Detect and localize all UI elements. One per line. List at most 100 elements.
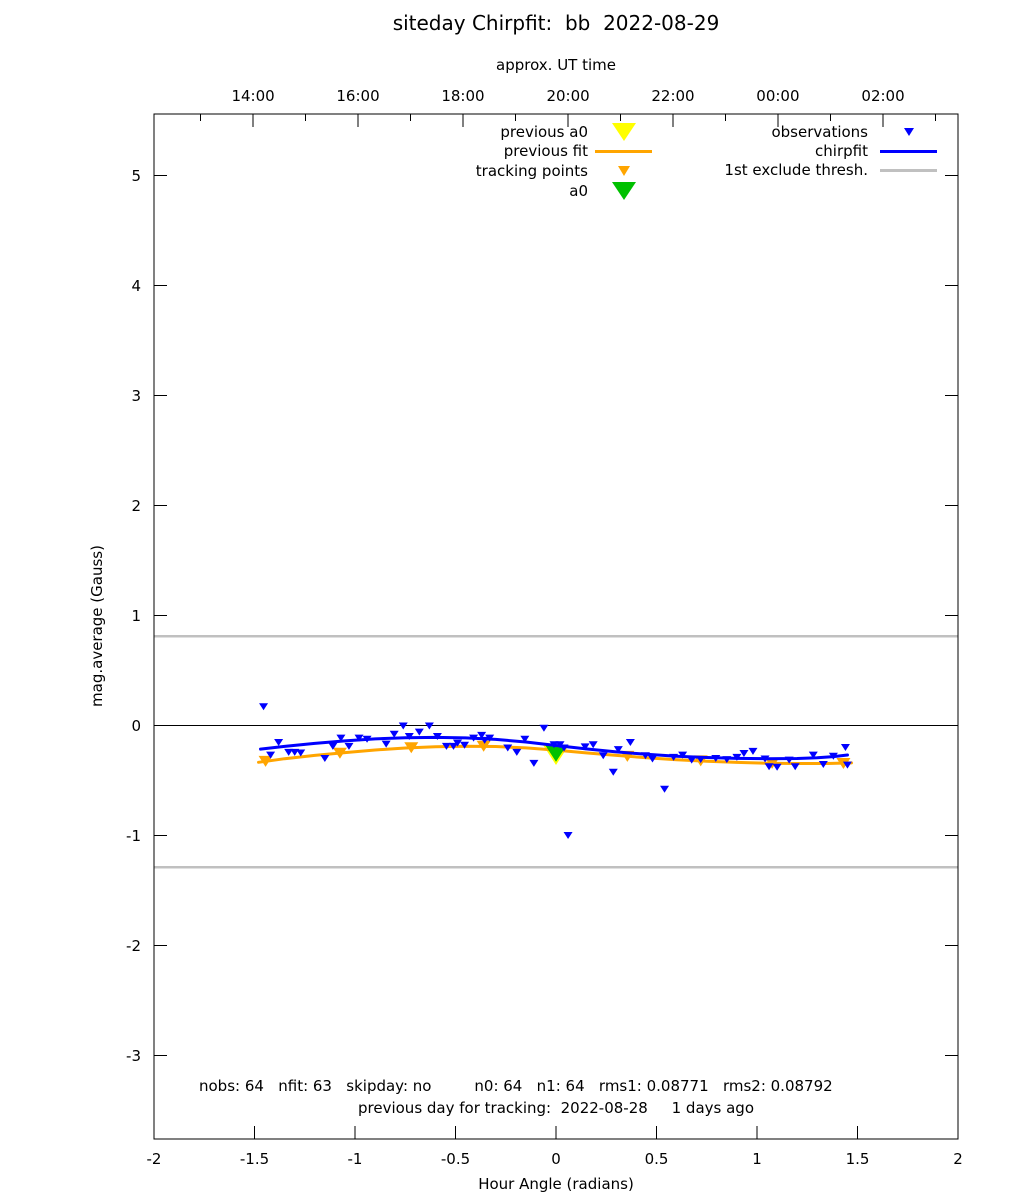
- tracking-point-marker: [258, 755, 273, 767]
- observation-point: [480, 736, 490, 744]
- x2-tick-label: 20:00: [546, 87, 589, 105]
- stats-line-2: previous day for tracking: 2022-08-28 1 …: [358, 1099, 754, 1117]
- observation-point: [274, 739, 284, 747]
- a0-legend-marker: [593, 181, 654, 201]
- x2-tick-label: 14:00: [231, 87, 274, 105]
- observation-point: [808, 751, 818, 759]
- observation-point: [344, 742, 354, 750]
- y-tick-label: -1: [126, 827, 141, 845]
- observation-point: [748, 747, 758, 755]
- observation-point: [404, 732, 414, 740]
- observation-point: [696, 756, 706, 764]
- observation-point: [732, 753, 742, 761]
- observation-point: [448, 742, 458, 750]
- observation-point: [722, 756, 732, 764]
- observation-point: [477, 731, 487, 739]
- observation-point: [840, 743, 850, 751]
- legend-label-previous-a0: previous a0: [500, 123, 588, 141]
- observation-point: [687, 756, 697, 764]
- x2-tick-label: 22:00: [651, 87, 694, 105]
- y-tick-label: 4: [131, 277, 141, 295]
- observation-point: [647, 755, 657, 763]
- x2-tick-label: 18:00: [441, 87, 484, 105]
- observation-point: [381, 740, 391, 748]
- observation-point: [529, 759, 539, 767]
- observation-point: [818, 761, 828, 769]
- observation-point: [842, 761, 852, 769]
- observation-point: [362, 735, 372, 743]
- observation-point: [336, 734, 346, 742]
- observation-point: [608, 768, 618, 776]
- observation-point: [660, 785, 670, 793]
- x2-tick-label: 16:00: [336, 87, 379, 105]
- tracking-points-legend-marker: [593, 161, 654, 181]
- observation-point: [512, 748, 522, 756]
- top-axis-title: approx. UT time: [496, 56, 616, 74]
- y-axis-title: mag.average (Gauss): [88, 545, 106, 707]
- y-tick-label: 0: [131, 717, 141, 735]
- observation-point: [266, 751, 276, 759]
- x-tick-label: -0.5: [441, 1150, 470, 1168]
- observation-point: [259, 703, 269, 711]
- observation-point: [640, 752, 650, 760]
- observation-point: [453, 739, 463, 747]
- legend-swatch-shape: [617, 166, 630, 176]
- observation-point: [549, 741, 559, 749]
- observations-legend-marker: [878, 122, 939, 142]
- observation-point: [398, 722, 408, 730]
- observation-point: [559, 744, 569, 752]
- observation-point: [432, 732, 442, 740]
- observation-point: [784, 756, 794, 764]
- observation-point: [290, 748, 300, 756]
- y-tick-label: 1: [131, 607, 141, 625]
- legend-swatch-shape: [903, 128, 914, 136]
- tracking-point-marker: [836, 758, 851, 770]
- observation-point: [828, 752, 838, 760]
- observation-point: [678, 751, 688, 759]
- observation-point: [588, 741, 598, 749]
- chirpfit-legend-marker: [878, 141, 939, 161]
- observation-point: [503, 744, 513, 752]
- x-tick-label: 0: [551, 1150, 561, 1168]
- legend-swatch-shape: [595, 149, 652, 153]
- a0-marker: [545, 744, 567, 762]
- observation-point: [320, 754, 330, 762]
- y-tick-label: 3: [131, 387, 141, 405]
- observation-point: [764, 763, 774, 771]
- legend-swatch-shape: [611, 182, 636, 200]
- x-tick-label: 2: [953, 1150, 963, 1168]
- observation-point: [772, 763, 782, 771]
- legend-swatch-shape: [611, 123, 636, 141]
- observation-point: [669, 753, 679, 761]
- observation-point: [625, 739, 635, 747]
- observation-point: [441, 742, 451, 750]
- chart-title: siteday Chirpfit: bb 2022-08-29: [392, 11, 720, 35]
- legend-label-chirpfit: chirpfit: [815, 142, 868, 160]
- plot-border: [153, 113, 959, 1140]
- observation-point: [328, 742, 338, 750]
- y-tick-label: 5: [131, 167, 141, 185]
- observation-point: [739, 750, 749, 758]
- tracking-point-marker: [476, 740, 491, 752]
- observation-point: [296, 749, 306, 757]
- previous-fit-legend-marker: [593, 141, 654, 161]
- x2-tick-label: 00:00: [756, 87, 799, 105]
- observation-point: [613, 746, 623, 754]
- legend-label-tracking-points: tracking points: [475, 162, 588, 180]
- observation-point: [284, 748, 294, 756]
- previous-a0-legend-marker: [593, 122, 654, 142]
- observation-point: [424, 722, 434, 730]
- x-axis-title: Hour Angle (radians): [478, 1175, 634, 1193]
- tracking-point-marker: [404, 742, 419, 754]
- y-tick-label: -3: [126, 1047, 141, 1065]
- observation-point: [598, 752, 608, 760]
- observation-point: [414, 728, 424, 736]
- legend-swatch-shape: [880, 168, 937, 172]
- x2-tick-label: 02:00: [861, 87, 904, 105]
- tracking-point-marker: [332, 747, 347, 759]
- observation-point: [711, 754, 721, 762]
- x-tick-label: -1.5: [240, 1150, 269, 1168]
- observation-point: [485, 734, 495, 742]
- observation-point: [580, 743, 590, 751]
